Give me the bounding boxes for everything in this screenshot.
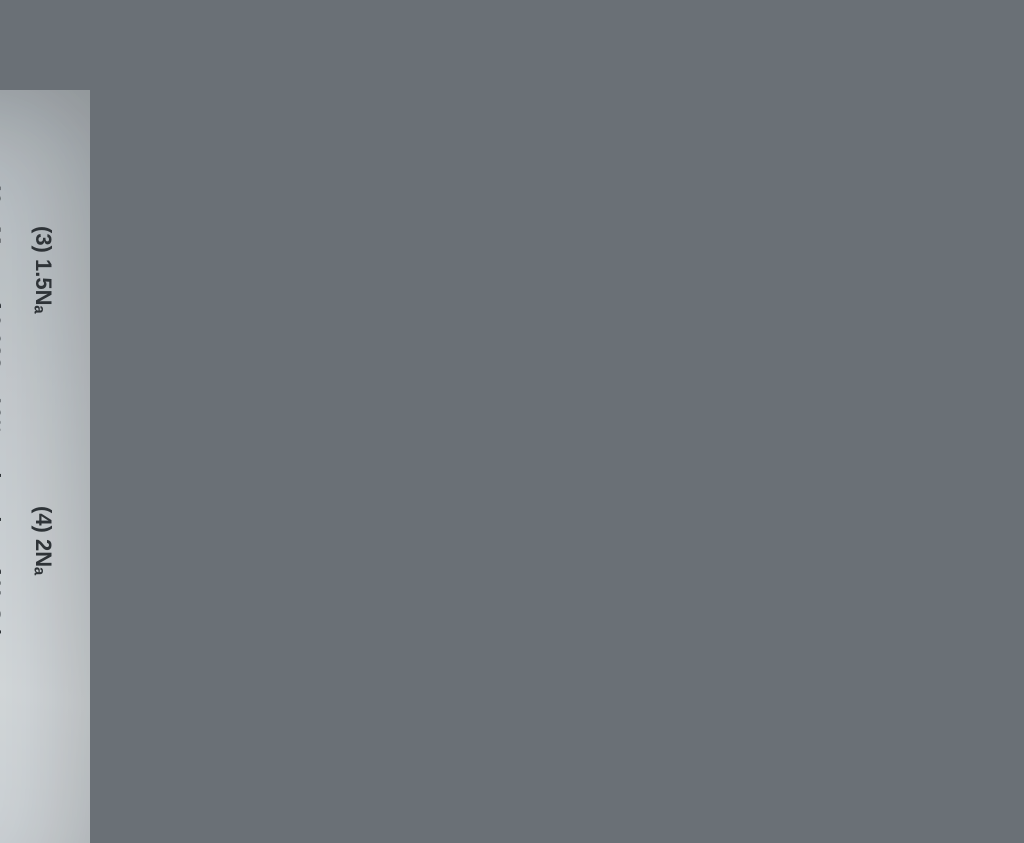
question-40: 40. Mass of 6.022 × 10²¹ molecules of H₂… (0, 180, 9, 843)
option-4: (4) 2Nₐ (27, 506, 60, 746)
option-3: (3) 1.5Nₐ (27, 226, 60, 466)
question-number: 40. (0, 180, 9, 216)
question-prev: (3) 1.5Nₐ (4) 2Nₐ (27, 180, 60, 843)
worksheet-page: (3) 1.5Nₐ (4) 2Nₐ 40. Mass of 6.022 × 10… (0, 90, 90, 843)
question-stem: Mass of 6.022 × 10²¹ molecules of H₂O is (0, 226, 9, 647)
